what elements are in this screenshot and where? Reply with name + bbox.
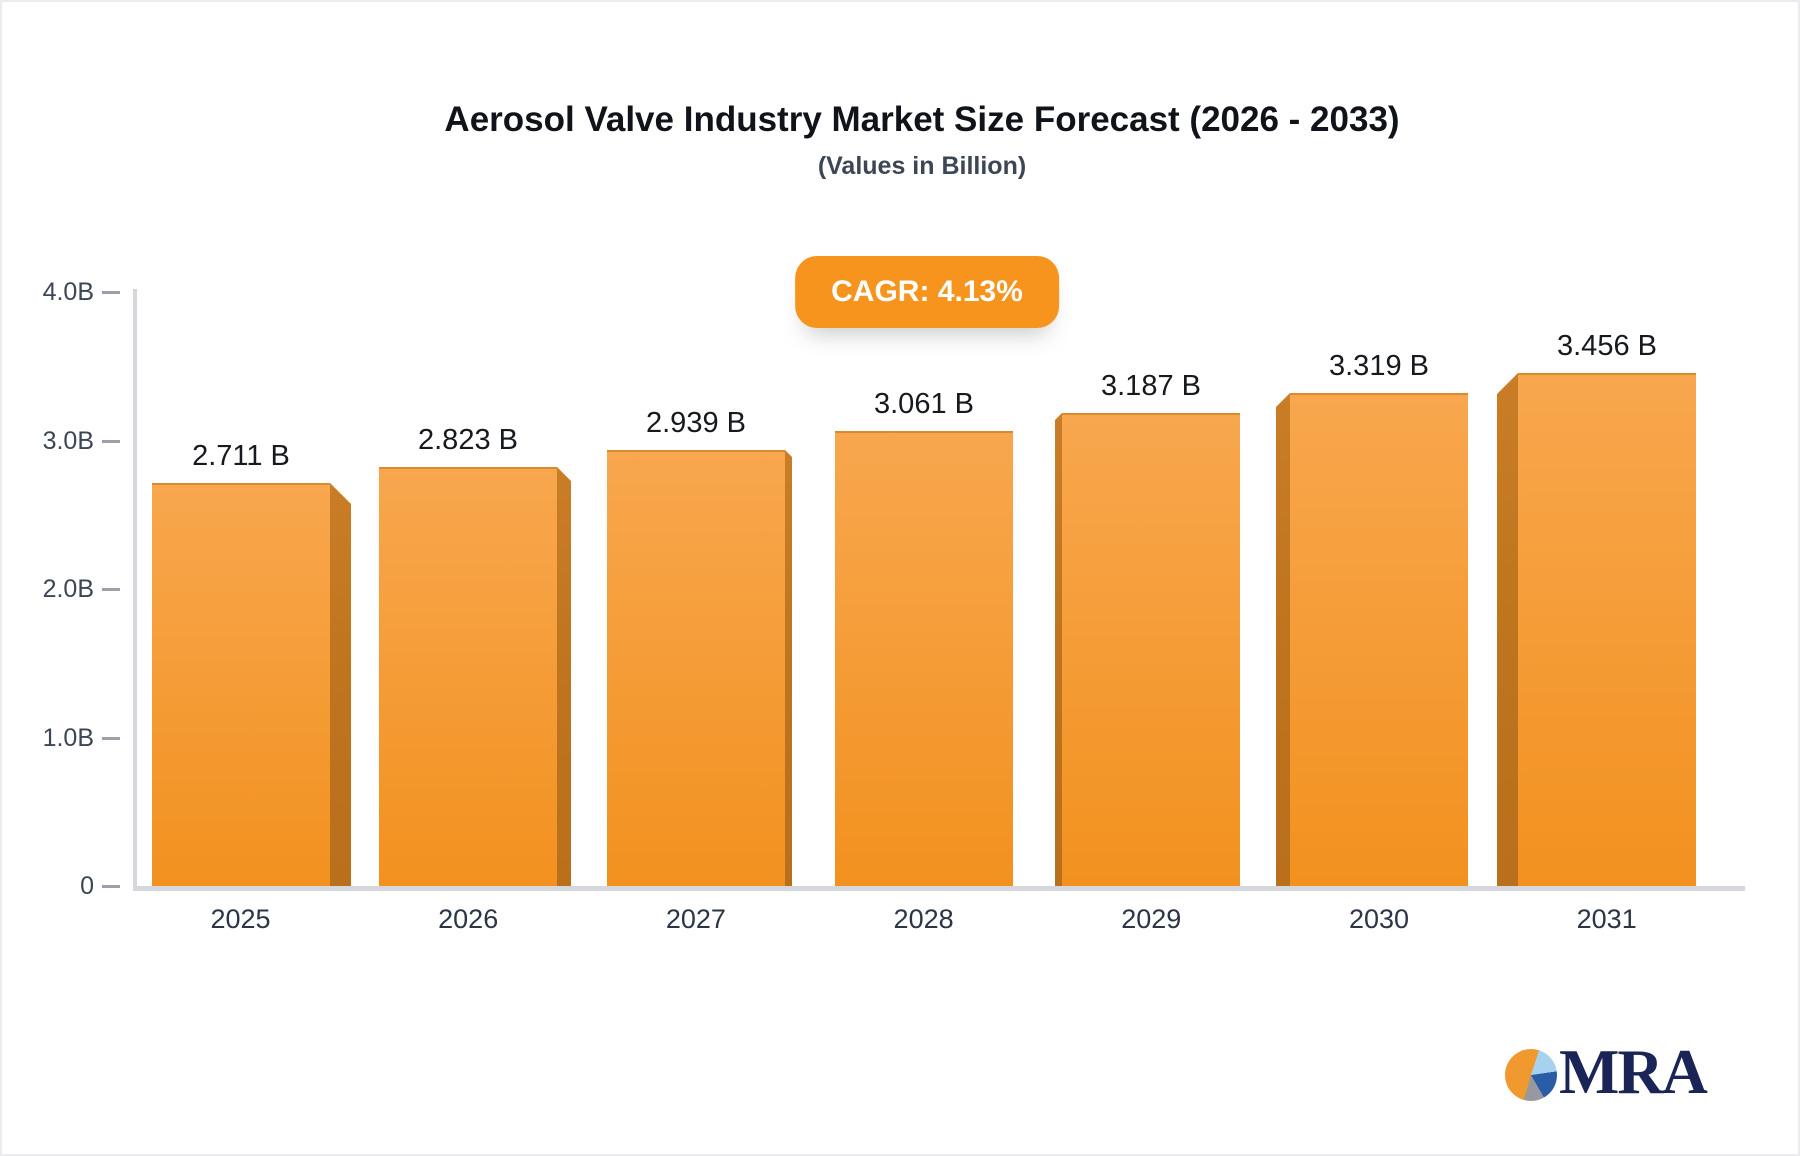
bar-side-2027 (785, 450, 792, 886)
bar-2030 (1290, 393, 1468, 886)
bar-2031 (1518, 373, 1696, 886)
year-label-2031: 2031 (1576, 904, 1637, 934)
y-tick-1.0B (102, 737, 120, 740)
bar-side-2025 (330, 483, 351, 886)
cagr-badge: CAGR: 4.13% (795, 256, 1059, 328)
bar-2025 (152, 483, 330, 886)
y-tick-3.0B (102, 440, 120, 443)
y-tick-0 (102, 885, 120, 888)
y-tick-2.0B (102, 588, 120, 591)
y-tick-label-2.0B: 2.0B (42, 575, 94, 603)
year-label-2029: 2029 (1121, 904, 1182, 934)
y-tick-label-1.0B: 1.0B (42, 724, 94, 752)
y-tick-label-0: 0 (80, 872, 94, 900)
y-tick-label-4.0B: 4.0B (42, 278, 94, 306)
bar-2027 (607, 450, 785, 886)
value-label-2031: 3.456 B (1557, 330, 1657, 362)
bar-side-2026 (557, 467, 571, 886)
bar-side-2029 (1055, 413, 1062, 886)
value-label-2026: 2.823 B (418, 424, 518, 456)
y-tick-4.0B (102, 291, 120, 294)
bar-2029 (1062, 413, 1240, 886)
value-label-2029: 3.187 B (1101, 370, 1201, 402)
page-title: Aerosol Valve Industry Market Size Forec… (444, 100, 1400, 139)
pie-chart-icon (1505, 1049, 1557, 1101)
value-label-2025: 2.711 B (192, 440, 290, 472)
page-subtitle: (Values in Billion) (817, 152, 1027, 180)
x-axis-line (133, 886, 1745, 891)
logo-text: MRA (1559, 1036, 1708, 1107)
y-axis-line (133, 289, 137, 888)
brand-logo: MRA (1505, 1036, 1708, 1107)
year-label-2030: 2030 (1348, 904, 1410, 934)
bar-side-2030 (1276, 393, 1290, 886)
value-label-2028: 3.061 B (874, 388, 974, 420)
bar-2026 (379, 467, 557, 886)
year-label-2026: 2026 (438, 904, 499, 934)
y-tick-label-3.0B: 3.0B (42, 427, 94, 455)
year-label-2025: 2025 (210, 904, 271, 934)
value-label-2030: 3.319 B (1329, 350, 1429, 382)
bar-2028 (835, 431, 1013, 886)
bar-side-2031 (1497, 373, 1518, 886)
value-label-2027: 2.939 B (646, 407, 746, 439)
year-label-2027: 2027 (665, 904, 726, 934)
year-label-2028: 2028 (893, 904, 954, 934)
